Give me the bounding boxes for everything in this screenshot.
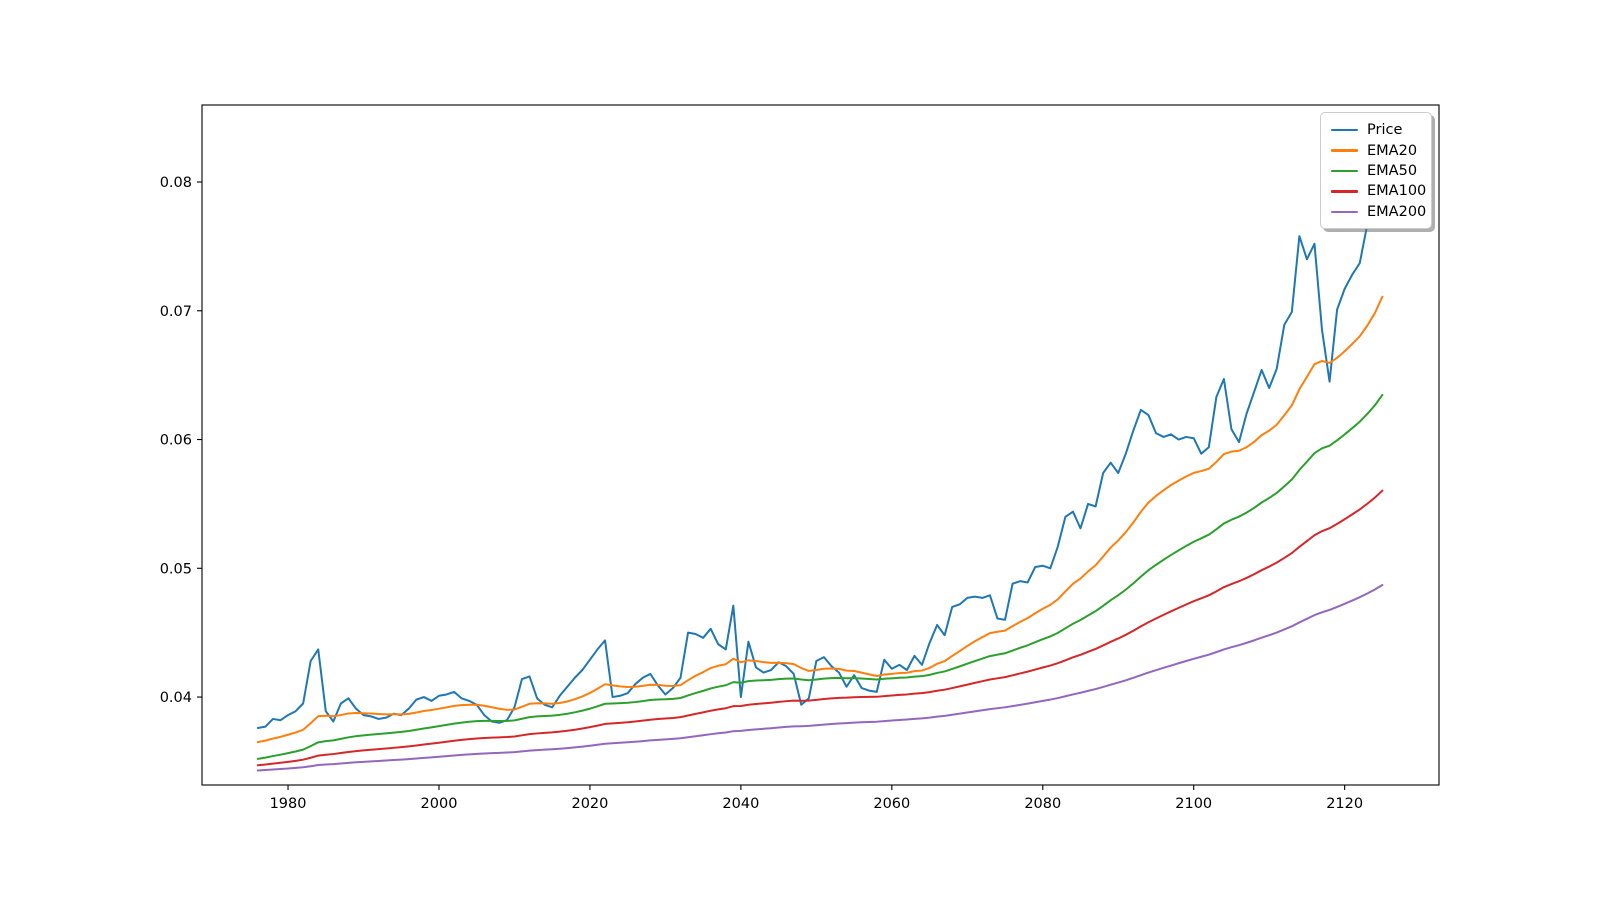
x-axis-tick-label: 2120	[1326, 796, 1363, 812]
legend-line-ema100-icon	[1331, 190, 1358, 193]
legend-entry-price: Price	[1331, 120, 1422, 140]
x-axis-tick-label: 2060	[873, 796, 910, 812]
series-line-ema200	[256, 584, 1384, 772]
series-line-price	[256, 138, 1384, 729]
legend: Price EMA20 EMA50 EMA100 EMA200	[1320, 112, 1432, 229]
y-axis-tick-label: 0.07	[160, 304, 192, 320]
legend-label-price: Price	[1367, 122, 1403, 139]
plot-border	[201, 104, 1440, 786]
legend-line-ema200-icon	[1331, 210, 1358, 213]
series-line-ema100	[256, 489, 1384, 767]
legend-entry-ema50: EMA50	[1331, 161, 1422, 181]
y-axis-tick-label: 0.04	[160, 690, 192, 706]
legend-line-ema20-icon	[1331, 149, 1358, 152]
legend-label-ema20: EMA20	[1367, 142, 1418, 159]
x-axis-tick-label: 2020	[571, 796, 608, 812]
legend-label-ema50: EMA50	[1367, 162, 1418, 179]
x-axis-tick-label: 2040	[722, 796, 759, 812]
series-line-ema20	[256, 295, 1384, 744]
legend-entry-ema200: EMA200	[1331, 202, 1426, 222]
legend-entry-ema100: EMA100	[1331, 181, 1426, 201]
y-axis-tick-label: 0.08	[160, 175, 192, 191]
x-axis-tick-label: 2080	[1024, 796, 1061, 812]
legend-entry-ema20: EMA20	[1331, 140, 1422, 160]
legend-line-price-icon	[1331, 128, 1358, 132]
y-axis-tick-label: 0.05	[160, 561, 192, 577]
series-line-ema50	[256, 393, 1384, 760]
legend-label-ema100: EMA100	[1367, 183, 1427, 200]
x-axis-tick-label: 2100	[1175, 796, 1212, 812]
y-axis-tick-label: 0.06	[160, 433, 192, 449]
legend-label-ema200: EMA200	[1367, 203, 1427, 220]
x-axis-tick-label: 2000	[421, 796, 458, 812]
legend-line-ema50-icon	[1331, 169, 1358, 173]
x-axis-tick-label: 1980	[270, 796, 307, 812]
